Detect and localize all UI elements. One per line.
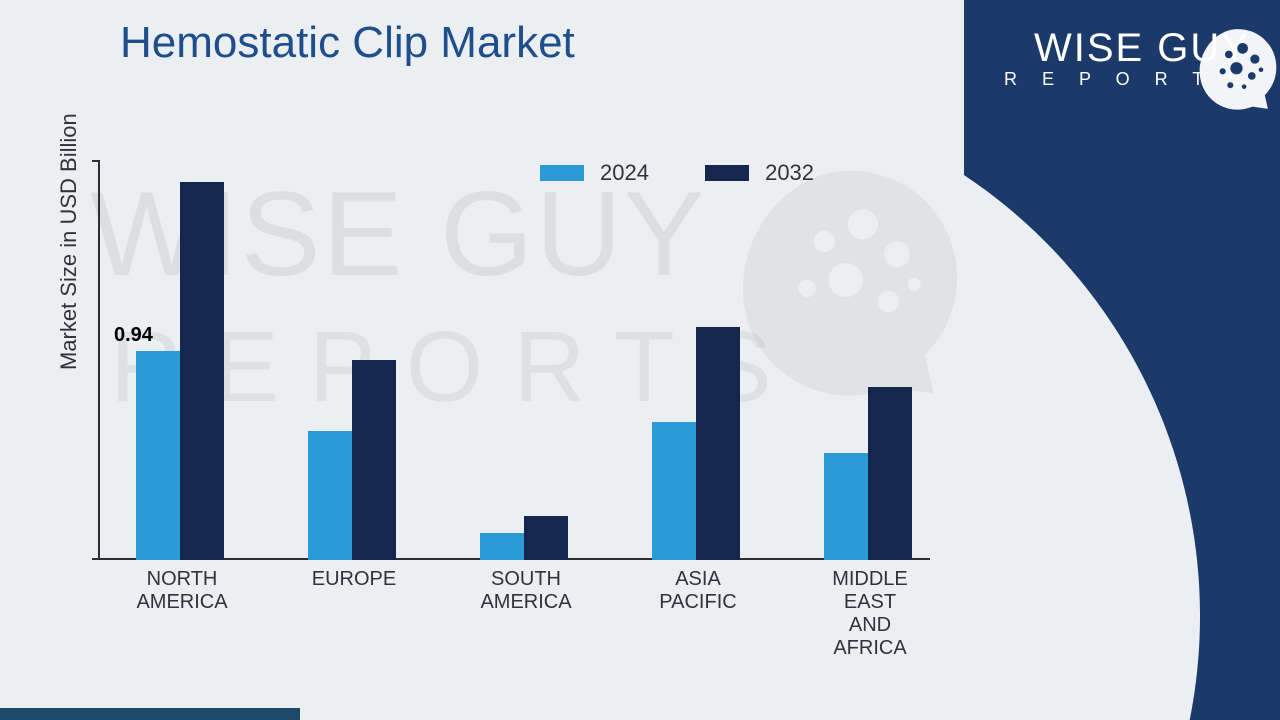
x-axis-label: MIDDLE EAST AND AFRICA xyxy=(795,568,945,660)
bar-2032 xyxy=(524,516,568,560)
y-tick xyxy=(92,160,100,162)
footer-accent-bar xyxy=(0,708,300,720)
bar-2024 xyxy=(480,533,524,560)
x-axis-label: SOUTH AMERICA xyxy=(451,568,601,614)
y-axis xyxy=(98,160,100,560)
x-axis-label: NORTH AMERICA xyxy=(107,568,257,614)
bar-2032 xyxy=(696,327,740,560)
bar-2032 xyxy=(180,182,224,560)
stage: WISE GUY REPORTS WISE GUY R E P O R T S … xyxy=(0,0,1280,720)
bar-2024 xyxy=(824,453,868,560)
bar-2032 xyxy=(352,360,396,560)
bar-chart: NORTH AMERICAEUROPESOUTH AMERICAASIA PAC… xyxy=(98,160,930,560)
bar-2024 xyxy=(652,422,696,560)
value-label: 0.94 xyxy=(114,324,153,347)
bar-2032 xyxy=(868,387,912,560)
bar-2024 xyxy=(308,431,352,560)
brand-head-icon xyxy=(1192,24,1280,134)
bar-2024 xyxy=(136,351,180,560)
chart-title: Hemostatic Clip Market xyxy=(120,18,575,68)
y-axis-label: Market Size in USD Billion xyxy=(56,113,82,370)
x-axis-label: ASIA PACIFIC xyxy=(623,568,773,614)
x-axis-label: EUROPE xyxy=(279,568,429,591)
